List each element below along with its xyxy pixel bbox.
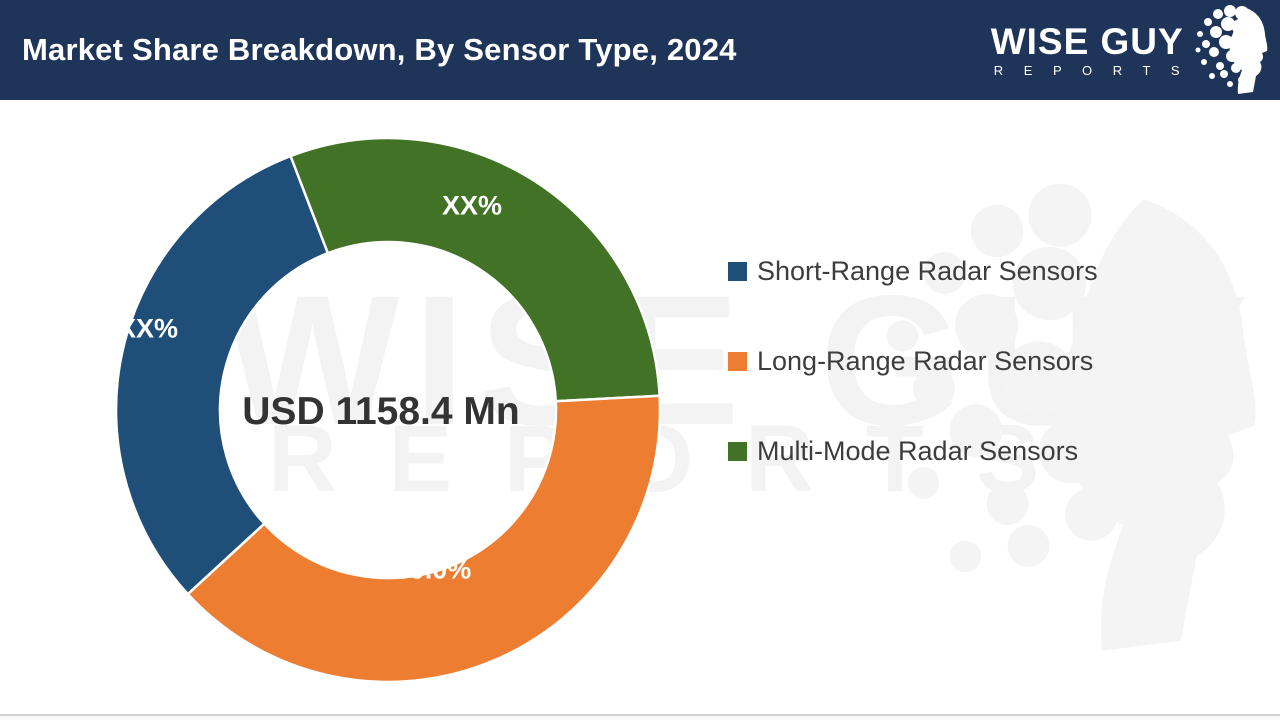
donut-slice — [186, 394, 662, 684]
donut-chart — [114, 136, 662, 684]
donut-slice — [114, 154, 330, 596]
legend-swatch-green — [728, 441, 747, 461]
logo-subtitle: R E P O R T S — [993, 62, 1188, 78]
bottom-rule — [0, 714, 1280, 720]
legend-item-short-range: Short-Range Radar Sensors — [728, 257, 1098, 285]
chart-legend: Short-Range Radar Sensors Long-Range Rad… — [728, 257, 1098, 465]
legend-item-long-range: Long-Range Radar Sensors — [728, 347, 1098, 375]
logo-head-icon — [1195, 5, 1268, 94]
legend-swatch-blue — [728, 261, 747, 281]
page-title: Market Share Breakdown, By Sensor Type, … — [22, 32, 737, 67]
legend-item-multi-mode: Multi-Mode Radar Sensors — [728, 437, 1098, 465]
slice-label-long-range: 39.0% — [394, 554, 472, 585]
legend-label: Multi-Mode Radar Sensors — [757, 436, 1079, 466]
wise-guy-logo: WISE GUY R E P O R T S — [991, 4, 1270, 96]
header-bar: Market Share Breakdown, By Sensor Type, … — [0, 0, 1280, 100]
legend-label: Long-Range Radar Sensors — [757, 346, 1094, 376]
slice-label-short-range: XX% — [117, 313, 179, 344]
slice-label-multi-mode: XX% — [441, 190, 503, 221]
donut-slice — [289, 136, 661, 403]
legend-swatch-orange — [728, 351, 747, 371]
chart-area: WISE GUY REPORTS XX% 39.0% XX% USD 1158.… — [0, 100, 1280, 714]
legend-label: Short-Range Radar Sensors — [757, 256, 1098, 286]
chart-center-value: USD 1158.4 Mn — [242, 390, 520, 433]
logo-wordmark: WISE GUY — [990, 20, 1184, 62]
